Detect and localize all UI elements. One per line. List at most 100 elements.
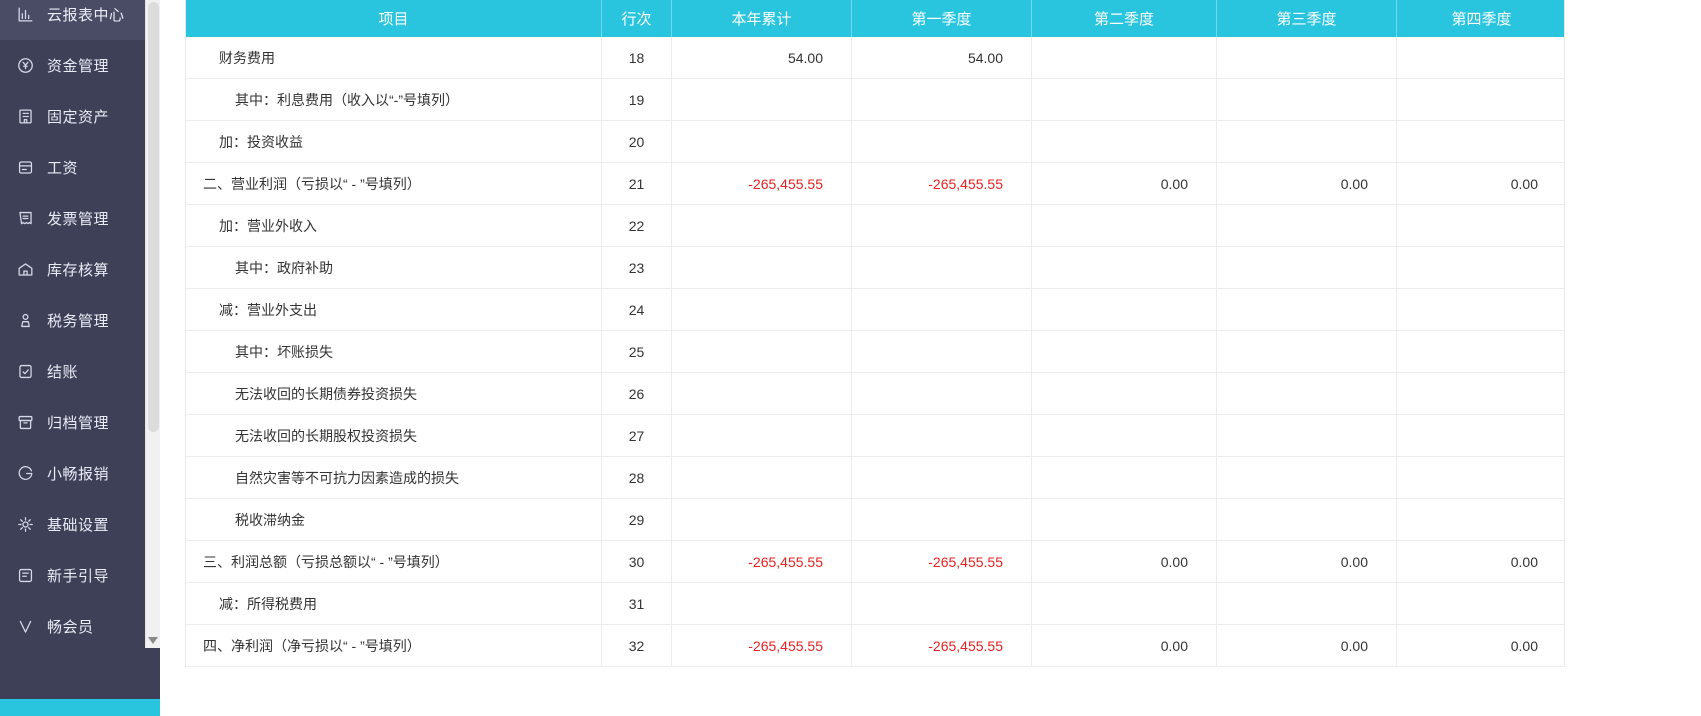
value-cell xyxy=(1396,247,1566,288)
value-cell xyxy=(1396,583,1566,624)
sidebar-item-label: 税务管理 xyxy=(47,313,110,330)
sidebar-item-invoice[interactable]: 发票管理 xyxy=(0,193,160,244)
column-header-1: 行次 xyxy=(601,0,671,37)
table-body: 财务费用 18 54.00 54.00 其中：利息费用（收入以“-”号填列） 19 加：投资… xyxy=(186,37,1564,667)
value-cell xyxy=(851,247,1031,288)
item-cell: 四、净利润（净亏损以“ - ”号填列） xyxy=(203,637,421,654)
sidebar-item-cloud-report[interactable]: 云报表中心 xyxy=(0,0,160,40)
value-cell: 0.00 xyxy=(1031,163,1216,204)
item-cell: 加：营业外收入 xyxy=(219,217,317,234)
line-number-cell: 32 xyxy=(601,625,671,666)
sidebar-item-archive[interactable]: 归档管理 xyxy=(0,397,160,448)
value-cell xyxy=(1216,583,1396,624)
value-cell xyxy=(1216,373,1396,414)
value-cell: -265,455.55 xyxy=(851,625,1031,666)
table-row: 二、营业利润（亏损以“ - ”号填列） 21 -265,455.55 -265,455… xyxy=(186,163,1564,205)
value-cell: 0.00 xyxy=(1396,625,1566,666)
value-cell xyxy=(1216,79,1396,120)
value-cell xyxy=(851,415,1031,456)
table-row: 加：投资收益 20 xyxy=(186,121,1564,163)
funds-icon xyxy=(14,55,36,77)
sidebar-item-funds[interactable]: 资金管理 xyxy=(0,40,160,91)
table-row: 三、利润总额（亏损总额以“ - ”号填列） 30 -265,455.55 -265,4… xyxy=(186,541,1564,583)
item-cell: 三、利润总额（亏损总额以“ - ”号填列） xyxy=(203,553,449,570)
item-cell: 二、营业利润（亏损以“ - ”号填列） xyxy=(203,175,421,192)
sidebar-item-label: 畅会员 xyxy=(47,619,94,636)
column-header-2: 本年累计 xyxy=(671,0,851,37)
scroll-down-arrow-icon[interactable] xyxy=(148,637,158,644)
table-row: 自然灾害等不可抗力因素造成的损失 28 xyxy=(186,457,1564,499)
sidebar-item-label: 固定资产 xyxy=(47,109,110,126)
value-cell xyxy=(1031,121,1216,162)
value-cell: 0.00 xyxy=(1396,541,1566,582)
value-cell: 0.00 xyxy=(1396,163,1566,204)
item-cell: 加：投资收益 xyxy=(219,133,303,150)
column-header-3: 第一季度 xyxy=(851,0,1031,37)
value-cell xyxy=(1031,415,1216,456)
value-cell xyxy=(851,121,1031,162)
value-cell xyxy=(1031,499,1216,540)
sidebar-item-guide[interactable]: 新手引导 xyxy=(0,550,160,601)
table-row: 其中：利息费用（收入以“-”号填列） 19 xyxy=(186,79,1564,121)
salary-icon xyxy=(14,157,36,179)
table-row: 税收滞纳金 29 xyxy=(186,499,1564,541)
sidebar-item-tax[interactable]: 税务管理 xyxy=(0,295,160,346)
column-header-0: 项目 xyxy=(378,11,409,28)
sidebar-item-closing[interactable]: 结账 xyxy=(0,346,160,397)
line-number-cell: 20 xyxy=(601,121,671,162)
value-cell: 54.00 xyxy=(671,37,851,78)
sidebar: 云报表中心 资金管理固定资产工资 发票管理 库存核算税务管理结账归档管理小畅报销 基础设… xyxy=(0,0,160,716)
item-cell: 自然灾害等不可抗力因素造成的损失 xyxy=(235,469,459,486)
value-cell xyxy=(1031,37,1216,78)
table-row: 其中：政府补助 23 xyxy=(186,247,1564,289)
table-row: 其中：坏账损失 25 xyxy=(186,331,1564,373)
line-number-cell: 25 xyxy=(601,331,671,372)
value-cell xyxy=(1031,583,1216,624)
sidebar-item-salary[interactable]: 工资 xyxy=(0,142,160,193)
column-header-6: 第四季度 xyxy=(1396,0,1566,37)
value-cell xyxy=(1216,331,1396,372)
settings-icon xyxy=(14,514,36,536)
value-cell xyxy=(1396,289,1566,330)
sidebar-partial-item[interactable] xyxy=(0,699,160,716)
value-cell xyxy=(671,457,851,498)
value-cell xyxy=(851,205,1031,246)
value-cell xyxy=(671,373,851,414)
sidebar-item-settings[interactable]: 基础设置 xyxy=(0,499,160,550)
value-cell xyxy=(1031,373,1216,414)
sidebar-item-inventory[interactable]: 库存核算 xyxy=(0,244,160,295)
closing-icon xyxy=(14,361,36,383)
sidebar-item-label: 新手引导 xyxy=(47,568,110,585)
inventory-icon xyxy=(14,259,36,281)
line-number-cell: 28 xyxy=(601,457,671,498)
value-cell xyxy=(851,289,1031,330)
value-cell xyxy=(671,121,851,162)
value-cell xyxy=(1396,79,1566,120)
value-cell: 0.00 xyxy=(1031,625,1216,666)
item-cell: 税收滞纳金 xyxy=(235,511,305,528)
sidebar-scrollbar[interactable] xyxy=(145,0,160,648)
sidebar-item-member[interactable]: 畅会员 xyxy=(0,601,160,652)
value-cell xyxy=(1396,373,1566,414)
value-cell: -265,455.55 xyxy=(671,541,851,582)
table-row: 加：营业外收入 22 xyxy=(186,205,1564,247)
value-cell xyxy=(1396,121,1566,162)
column-header-4: 第二季度 xyxy=(1031,0,1216,37)
sidebar-item-label: 归档管理 xyxy=(47,415,110,432)
value-cell xyxy=(1031,331,1216,372)
value-cell: -265,455.55 xyxy=(671,625,851,666)
value-cell xyxy=(1216,121,1396,162)
sidebar-item-label: 结账 xyxy=(47,364,79,381)
invoice-icon xyxy=(14,208,36,230)
table-row: 财务费用 18 54.00 54.00 xyxy=(186,37,1564,79)
archive-icon xyxy=(14,412,36,434)
line-number-cell: 29 xyxy=(601,499,671,540)
value-cell: 54.00 xyxy=(851,37,1031,78)
report-area: 项目 行次 本年累计 第一季度 第二季度 第三季度 第四季度 财务费用 18 54.00 54.0… xyxy=(160,0,1701,716)
value-cell: 0.00 xyxy=(1216,163,1396,204)
scrollbar-thumb[interactable] xyxy=(148,2,159,432)
value-cell xyxy=(1396,499,1566,540)
sidebar-item-fixed-assets[interactable]: 固定资产 xyxy=(0,91,160,142)
sidebar-item-xiaochang[interactable]: 小畅报销 xyxy=(0,448,160,499)
